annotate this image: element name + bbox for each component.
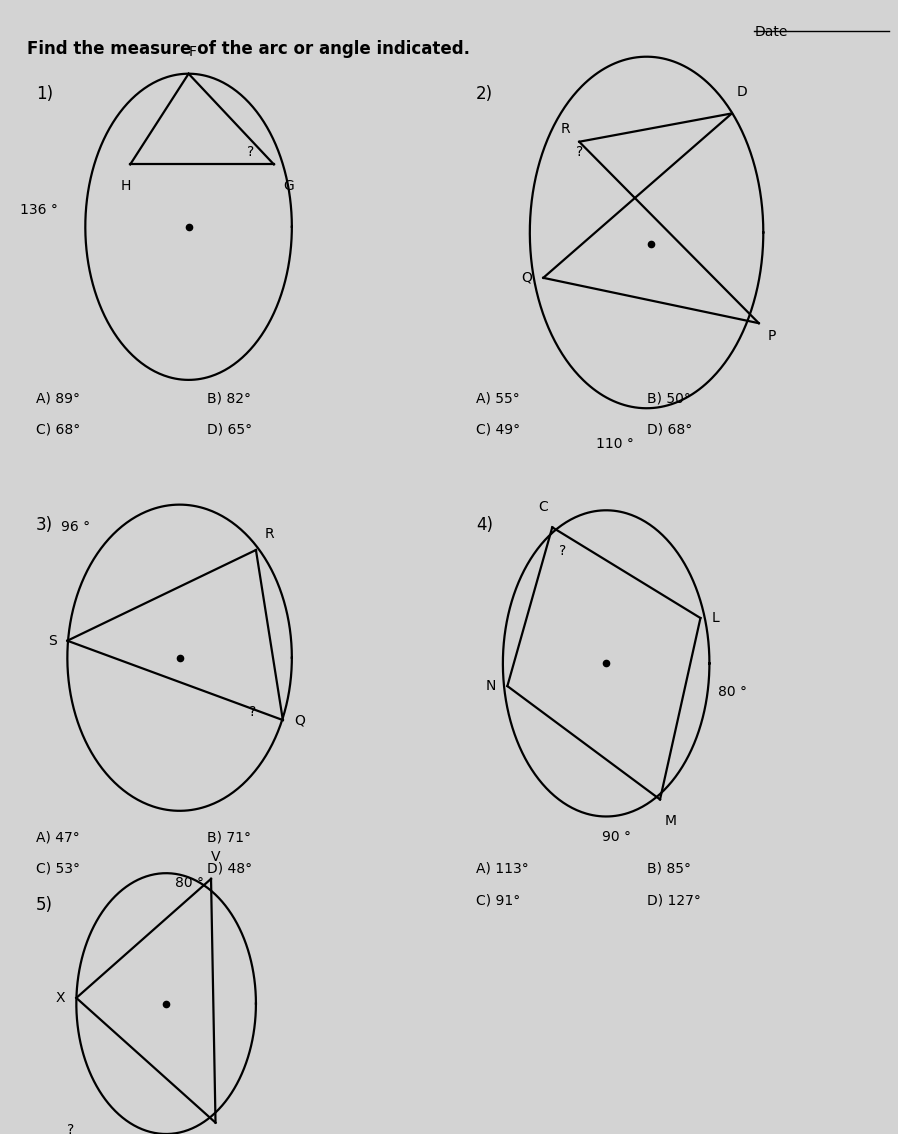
- Text: 80 °: 80 °: [175, 877, 204, 890]
- Text: D: D: [736, 85, 747, 99]
- Text: Date: Date: [754, 25, 788, 39]
- Text: S: S: [48, 634, 57, 648]
- Text: V: V: [211, 850, 220, 864]
- Text: F: F: [189, 45, 197, 59]
- Text: 80 °: 80 °: [718, 685, 747, 699]
- Text: A) 89°: A) 89°: [36, 391, 80, 405]
- Text: C) 53°: C) 53°: [36, 862, 80, 875]
- Text: 96 °: 96 °: [61, 521, 90, 534]
- Text: ?: ?: [577, 145, 584, 159]
- Text: 110 °: 110 °: [596, 437, 634, 450]
- Text: 90 °: 90 °: [602, 830, 630, 844]
- Text: G: G: [283, 179, 294, 193]
- Text: H: H: [120, 179, 131, 193]
- Text: X: X: [56, 991, 66, 1005]
- Text: B) 71°: B) 71°: [207, 830, 251, 844]
- Text: R: R: [560, 122, 570, 136]
- Text: B) 50°: B) 50°: [647, 391, 691, 405]
- Text: D) 65°: D) 65°: [207, 423, 251, 437]
- Text: D) 68°: D) 68°: [647, 423, 691, 437]
- Text: Q: Q: [522, 271, 533, 285]
- Text: 4): 4): [476, 516, 493, 534]
- Text: 1): 1): [36, 85, 53, 103]
- Text: Q: Q: [295, 713, 305, 727]
- Text: D) 48°: D) 48°: [207, 862, 251, 875]
- Text: ?: ?: [559, 544, 566, 558]
- Text: ?: ?: [67, 1123, 75, 1134]
- Text: N: N: [485, 679, 496, 693]
- Text: P: P: [768, 329, 776, 342]
- Text: M: M: [665, 814, 676, 828]
- Text: A) 55°: A) 55°: [476, 391, 520, 405]
- Text: 2): 2): [476, 85, 493, 103]
- Text: L: L: [711, 611, 719, 625]
- Text: 5): 5): [36, 896, 53, 914]
- Text: A) 113°: A) 113°: [476, 862, 529, 875]
- Text: A) 47°: A) 47°: [36, 830, 80, 844]
- Text: B) 85°: B) 85°: [647, 862, 691, 875]
- Text: C) 91°: C) 91°: [476, 894, 520, 907]
- Text: R: R: [265, 527, 275, 541]
- Text: ?: ?: [247, 145, 254, 159]
- Text: C) 49°: C) 49°: [476, 423, 520, 437]
- Text: Find the measure of the arc or angle indicated.: Find the measure of the arc or angle ind…: [27, 40, 470, 58]
- Text: ?: ?: [249, 705, 256, 719]
- Text: 3): 3): [36, 516, 53, 534]
- Text: B) 82°: B) 82°: [207, 391, 251, 405]
- Text: D) 127°: D) 127°: [647, 894, 700, 907]
- Text: C) 68°: C) 68°: [36, 423, 80, 437]
- Text: C: C: [538, 500, 548, 514]
- Text: 136 °: 136 °: [21, 203, 58, 217]
